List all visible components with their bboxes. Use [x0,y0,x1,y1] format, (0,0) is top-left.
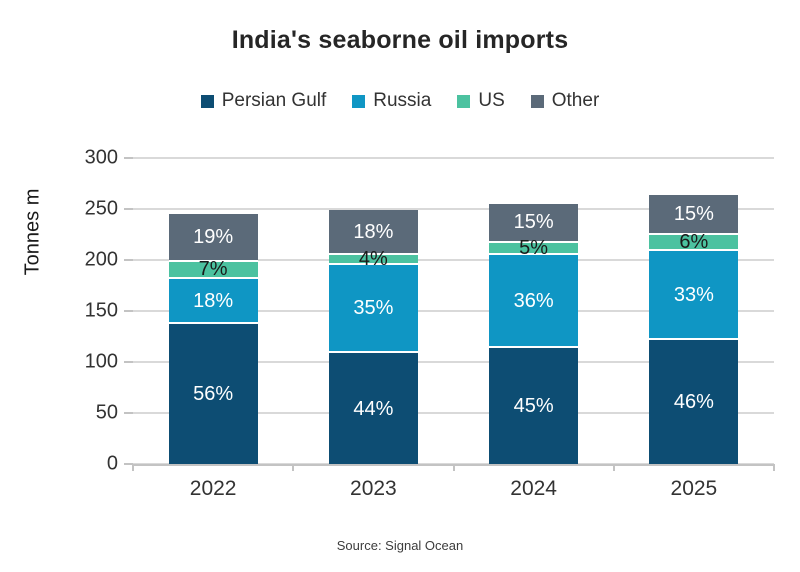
segment-label: 5% [519,236,549,259]
y-tick-label-0: 0 [106,452,118,475]
x-tick-label-2022: 2022 [189,477,237,500]
legend-item-other: Other [530,90,600,112]
x-tick-mark [292,464,295,471]
segment-persian-gulf-2023: 44% [328,353,418,464]
segment-label: 6% [679,231,709,254]
segment-other-2023: 18% [328,210,418,256]
legend-swatch-icon [457,94,471,108]
y-axis-title: Tonnes m [21,188,44,276]
segment-label: 15% [673,202,714,225]
segment-russia-2024: 36% [489,255,579,349]
gridline-200 [133,259,774,261]
y-tick-mark [124,310,133,312]
x-tick-label-2025: 2025 [670,477,718,500]
legend: Persian Gulf Russia US Other [0,90,800,112]
bar-2022: 56% 18% 7% 19% [168,214,258,464]
gridline-100 [133,361,774,363]
gridline-50 [133,412,774,414]
gridline-150 [133,310,774,312]
legend-swatch-icon [530,94,544,108]
segment-label: 36% [513,289,554,312]
legend-swatch-icon [352,94,366,108]
bar-2024: 45% 36% 5% 15% [489,203,579,464]
y-tick-label-50: 50 [95,401,118,424]
segment-label: 15% [513,211,554,234]
plot-area: 56% 18% 7% 19% 44% 35% 4% 18% 45% 36% 5% 15% 46% 33% 6… [133,157,774,465]
segment-label: 18% [353,220,394,243]
y-tick-mark [124,412,133,414]
gridline-300 [133,157,774,159]
segment-label: 18% [193,289,234,312]
segment-other-2025: 15% [649,194,739,236]
legend-swatch-icon [200,94,214,108]
legend-label: US [478,90,505,111]
gridline-250 [133,208,774,210]
x-tick-label-2023: 2023 [350,477,397,500]
legend-item-russia: Russia [352,90,431,112]
y-tick-label-150: 150 [84,299,118,322]
segment-label: 19% [193,225,234,248]
segment-persian-gulf-2022: 56% [168,324,258,464]
segment-russia-2023: 35% [328,265,418,354]
x-tick-mark [132,464,134,471]
x-tick-mark [612,464,615,471]
segment-label: 35% [353,297,394,320]
y-tick-label-100: 100 [84,350,118,373]
segment-persian-gulf-2024: 45% [489,348,579,464]
x-tick-mark [773,464,775,471]
segment-russia-2025: 33% [649,251,739,341]
y-tick-label-200: 200 [84,248,118,271]
segment-us-2025: 6% [649,231,739,253]
segment-us-2024: 5% [489,237,579,259]
segment-russia-2022: 18% [168,279,258,325]
source-note: Source: Signal Ocean [336,538,464,553]
segment-label: 56% [193,383,234,406]
x-tick-mark [452,464,455,471]
y-tick-mark [124,157,133,159]
segment-persian-gulf-2025: 46% [649,340,739,464]
legend-item-us: US [457,90,505,112]
bar-2025: 46% 33% 6% 15% [649,194,739,464]
y-tick-label-300: 300 [84,146,118,169]
segment-label: 45% [513,395,554,418]
segment-label: 4% [358,248,388,271]
legend-label: Russia [373,90,432,111]
segment-label: 46% [673,391,714,414]
legend-item-persian-gulf: Persian Gulf [200,90,327,112]
segment-other-2024: 15% [489,203,579,243]
chart-title: India's seaborne oil imports [231,26,569,54]
segment-label: 44% [353,397,394,420]
segment-us-2022: 7% [168,258,258,280]
y-tick-mark [124,361,133,363]
legend-label: Persian Gulf [221,90,327,111]
y-tick-mark [124,208,133,210]
y-tick-mark [124,259,133,261]
segment-label: 7% [198,258,228,281]
bar-2023: 44% 35% 4% 18% [328,210,418,464]
segment-label: 33% [673,283,714,306]
y-tick-label-250: 250 [84,197,118,220]
x-tick-label-2024: 2024 [510,477,557,500]
y-tick-mark [124,463,133,465]
segment-other-2022: 19% [168,214,258,262]
legend-label: Other [551,90,600,111]
segment-us-2023: 4% [328,248,418,270]
